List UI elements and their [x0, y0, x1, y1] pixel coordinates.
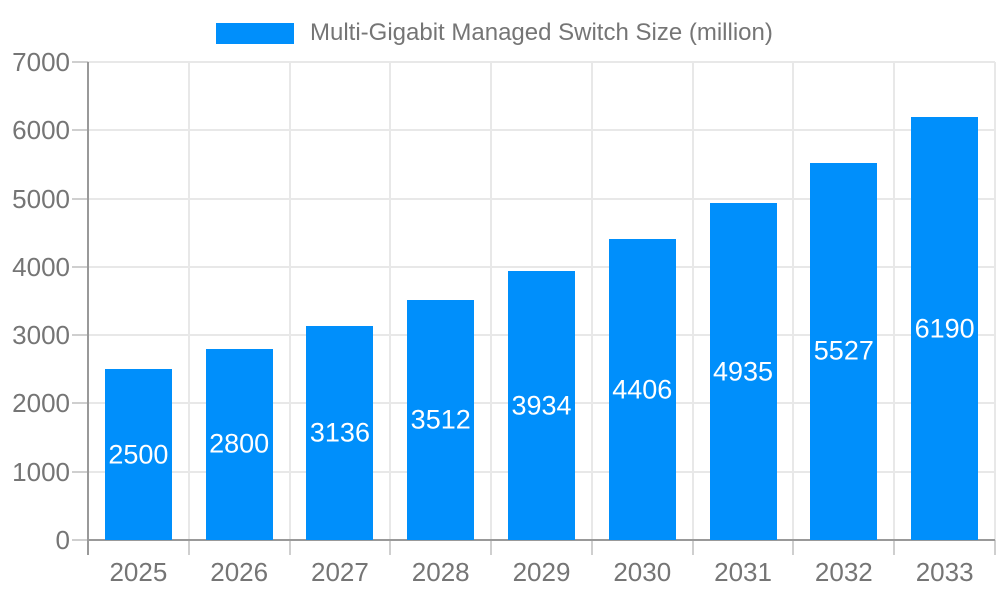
x-gridline: [288, 62, 291, 540]
chart-legend[interactable]: Multi-Gigabit Managed Switch Size (milli…: [216, 19, 773, 47]
y-tick: [72, 197, 88, 200]
y-gridline: [88, 61, 995, 63]
y-gridline: [88, 129, 995, 132]
bar-value-label: 4935: [713, 356, 774, 386]
x-tick: [490, 540, 493, 555]
x-tick: [590, 540, 593, 555]
x-tick-label: 2032: [814, 557, 873, 587]
y-gridline: [88, 265, 995, 268]
legend-swatch-icon: [216, 22, 294, 44]
x-tick: [389, 540, 392, 555]
bar-value-label: 5527: [813, 335, 874, 366]
bar[interactable]: [911, 117, 979, 540]
bar[interactable]: [810, 162, 878, 540]
y-gridline: [88, 197, 995, 200]
bar[interactable]: [205, 348, 273, 540]
bar[interactable]: [508, 271, 575, 540]
x-gridline: [490, 62, 493, 540]
x-tick: [288, 540, 291, 555]
x-tick: [691, 540, 694, 555]
bar-value-label: 3934: [511, 390, 572, 421]
y-axis-line: [87, 62, 89, 555]
y-tick-label: 4000: [12, 251, 70, 282]
x-tick-label: 2025: [109, 557, 168, 587]
x-tick: [187, 540, 190, 555]
bar-value-label: 4406: [612, 374, 673, 405]
y-tick-label: 7000: [12, 47, 70, 77]
bar[interactable]: [407, 300, 475, 540]
y-tick: [72, 539, 88, 541]
x-tick-label: 2026: [210, 557, 269, 587]
x-gridline: [792, 62, 795, 540]
x-tick-label: 2028: [411, 557, 470, 587]
y-tick-label: 3000: [12, 320, 70, 351]
bar-value-label: 2800: [209, 428, 270, 459]
bar[interactable]: [709, 203, 777, 540]
x-gridline: [187, 62, 190, 540]
y-tick-label: 0: [55, 525, 70, 555]
bar-value-label: 2500: [108, 439, 169, 470]
x-tick-label: 2033: [915, 557, 974, 587]
x-axis-line: [88, 539, 995, 541]
y-tick: [72, 402, 88, 405]
x-tick-label: 2030: [613, 557, 672, 587]
y-tick-label: 1000: [12, 456, 70, 487]
bar-value-label: 3512: [410, 404, 471, 435]
bar-value-label: 6190: [914, 313, 975, 344]
x-gridline: [893, 62, 896, 540]
x-gridline: [691, 62, 694, 540]
x-tick-label: 2029: [512, 557, 571, 587]
x-tick: [893, 540, 896, 555]
x-tick: [792, 540, 795, 555]
y-tick: [72, 334, 88, 337]
x-gridline: [994, 62, 996, 540]
y-tick-label: 2000: [12, 388, 70, 419]
x-tick-label: 2027: [311, 557, 369, 587]
x-gridline: [590, 62, 593, 540]
legend-label: Multi-Gigabit Managed Switch Size (milli…: [310, 19, 773, 46]
y-tick-label: 5000: [12, 183, 70, 214]
bar[interactable]: [608, 239, 676, 540]
x-tick-label: 2031: [714, 557, 772, 587]
y-tick: [72, 265, 88, 268]
y-tick: [72, 470, 88, 473]
y-tick-label: 6000: [12, 115, 70, 146]
bar[interactable]: [306, 325, 374, 540]
x-tick: [994, 540, 996, 555]
bar-value-label: 3136: [309, 417, 370, 448]
y-tick: [72, 61, 88, 63]
y-tick: [72, 129, 88, 132]
bar[interactable]: [104, 369, 172, 540]
x-gridline: [389, 62, 392, 540]
